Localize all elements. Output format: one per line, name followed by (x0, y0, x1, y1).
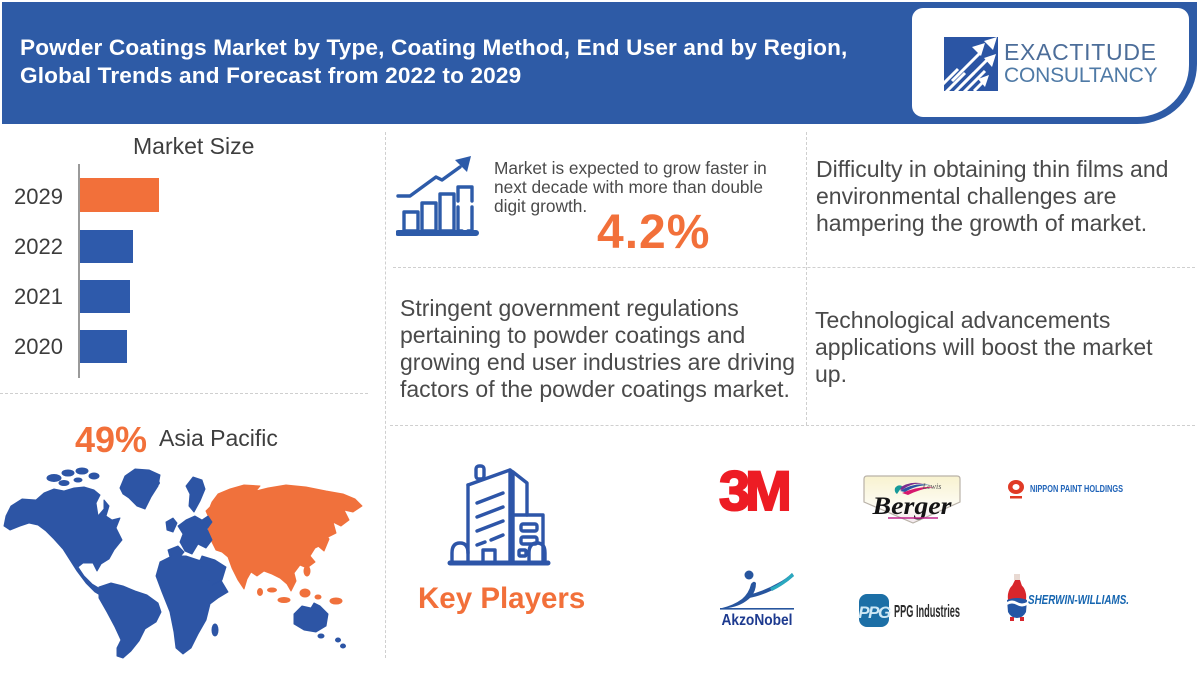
svg-text:SHERWIN-WILLIAMS.: SHERWIN-WILLIAMS. (1028, 592, 1129, 607)
svg-text:Lewis: Lewis (922, 482, 942, 491)
svg-text:AkzoNobel: AkzoNobel (722, 612, 793, 629)
svg-text:PPG: PPG (858, 603, 891, 622)
svg-text:PPG Industries: PPG Industries (894, 601, 960, 621)
svg-text:NIPPON PAINT HOLDINGS: NIPPON PAINT HOLDINGS (1030, 484, 1123, 495)
svg-text:Berger: Berger (871, 493, 951, 520)
